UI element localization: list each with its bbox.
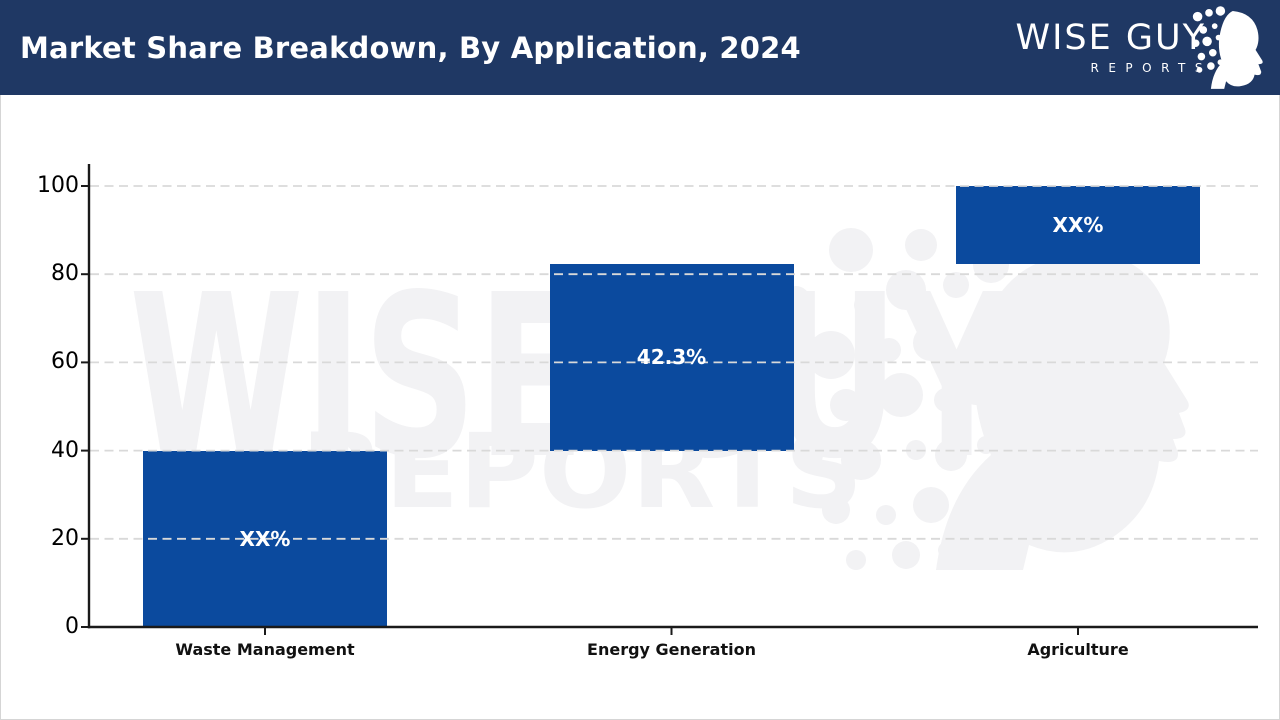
logo-wordmark: WISE GUY: [1015, 17, 1206, 58]
chart-area: WISE GUY REPORTS XX% 42.3% XX% 0 20 40 60 80 100…: [0, 95, 1280, 720]
bar-agriculture: [956, 186, 1200, 265]
wiseguy-logo: WISE GUY REPORTS: [1015, 5, 1266, 91]
header-bar: Market Share Breakdown, By Application, …: [0, 0, 1280, 95]
logo-subtitle: REPORTS: [1090, 60, 1212, 75]
logo-face-profile: [1210, 10, 1263, 89]
logo-face-icon: [1191, 5, 1263, 89]
bar-energy-generation: [549, 264, 794, 451]
bars-layer: [1, 95, 1279, 719]
logo-text: WISE GUY REPORTS: [1015, 17, 1206, 75]
bar-waste-management: [143, 450, 387, 627]
page-title: Market Share Breakdown, By Application, …: [20, 30, 801, 65]
